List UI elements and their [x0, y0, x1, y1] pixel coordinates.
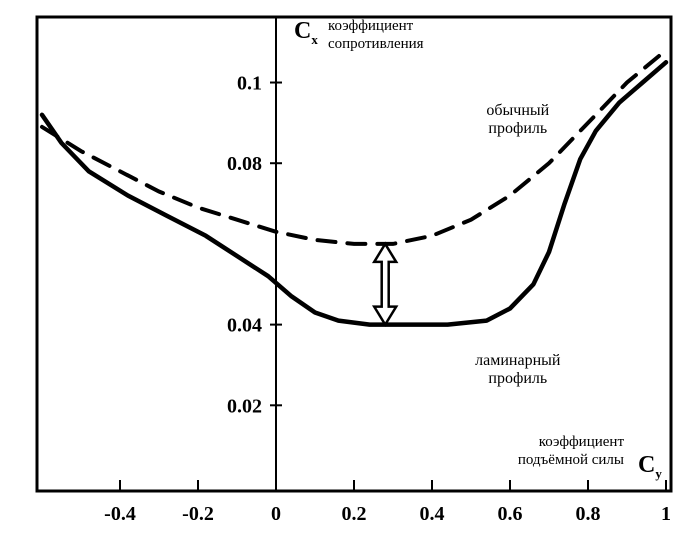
chart-canvas: -0.4-0.200.20.40.60.810.020.040.080.1Cxк… [0, 0, 684, 548]
y-tick-label: 0.1 [237, 73, 262, 95]
series-dashed-ordinary-profile [42, 50, 666, 244]
x-axis-label-line2: подъёмной силы [518, 452, 624, 468]
series-solid-laminar-profile [42, 62, 666, 324]
annotation-dashed-line1: обычный [486, 102, 549, 119]
x-tick-label: -0.2 [182, 503, 214, 525]
x-tick-label: 0 [271, 503, 281, 525]
y-axis-label-line1: коэффициент [328, 18, 414, 34]
x-tick-label: 0.4 [420, 503, 445, 525]
y-tick-label: 0.04 [227, 315, 262, 337]
x-tick-label: -0.4 [104, 503, 136, 525]
annotation-solid-line2: профиль [488, 370, 547, 387]
y-tick-label: 0.08 [227, 153, 262, 175]
y-axis-symbol: Cx [294, 18, 318, 47]
annotation-solid-line1: ламинарный [475, 352, 561, 369]
x-axis-label-line1: коэффициент [539, 434, 625, 450]
y-tick-label: 0.02 [227, 395, 262, 417]
x-tick-label: 1 [661, 503, 671, 525]
plot-border [37, 17, 671, 491]
y-axis-label-line2: сопротивления [328, 36, 424, 52]
annotation-dashed-line2: профиль [488, 120, 547, 137]
x-axis-symbol: Cy [638, 452, 662, 481]
x-tick-label: 0.6 [498, 503, 523, 525]
double-arrow-icon [374, 244, 396, 325]
drag-polar-chart: -0.4-0.200.20.40.60.810.020.040.080.1Cxк… [0, 0, 684, 548]
x-tick-label: 0.2 [342, 503, 367, 525]
x-tick-label: 0.8 [576, 503, 601, 525]
